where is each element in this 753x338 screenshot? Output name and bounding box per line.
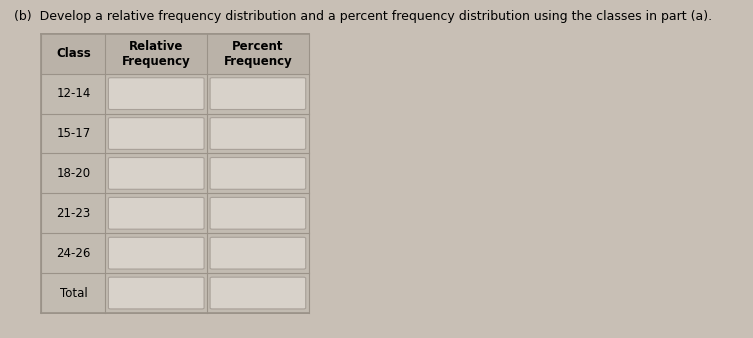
Bar (41, 193, 309, 233)
Bar (41, 273, 309, 313)
FancyBboxPatch shape (108, 78, 204, 110)
FancyBboxPatch shape (210, 78, 306, 110)
Text: Relative
Frequency: Relative Frequency (122, 40, 191, 68)
Bar (41, 74, 309, 114)
Text: Percent
Frequency: Percent Frequency (224, 40, 292, 68)
FancyBboxPatch shape (210, 197, 306, 229)
Bar (41, 153, 309, 193)
FancyBboxPatch shape (210, 158, 306, 189)
Text: 21-23: 21-23 (56, 207, 90, 220)
FancyBboxPatch shape (108, 158, 204, 189)
Text: Class: Class (56, 47, 91, 60)
FancyBboxPatch shape (108, 277, 204, 309)
Text: 24-26: 24-26 (56, 247, 90, 260)
Bar (41, 34, 309, 313)
Text: (b)  Develop a relative frequency distribution and a percent frequency distribut: (b) Develop a relative frequency distrib… (14, 10, 712, 23)
Bar (41, 114, 309, 153)
Text: 12-14: 12-14 (56, 87, 90, 100)
FancyBboxPatch shape (210, 237, 306, 269)
Text: 15-17: 15-17 (56, 127, 90, 140)
FancyBboxPatch shape (210, 118, 306, 149)
FancyBboxPatch shape (108, 118, 204, 149)
FancyBboxPatch shape (108, 197, 204, 229)
FancyBboxPatch shape (210, 277, 306, 309)
Bar (41, 233, 309, 273)
Text: Total: Total (59, 287, 87, 299)
Text: 18-20: 18-20 (56, 167, 90, 180)
FancyBboxPatch shape (108, 237, 204, 269)
Bar (41, 34, 309, 74)
